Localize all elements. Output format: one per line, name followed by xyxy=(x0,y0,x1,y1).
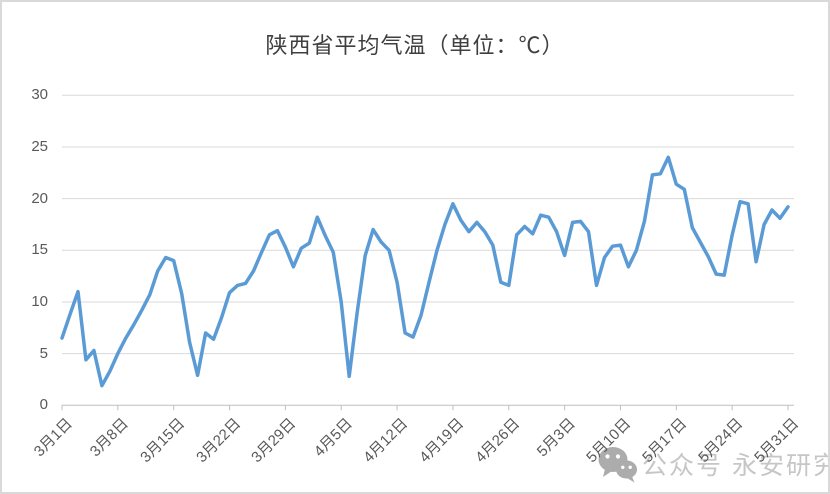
y-tick-label: 15 xyxy=(31,241,48,259)
y-tick-label: 25 xyxy=(31,137,48,155)
chart-title: 陕西省平均气温（单位：℃） xyxy=(265,33,565,58)
y-tick-label: 5 xyxy=(39,344,48,362)
wechat-icon xyxy=(598,447,637,483)
temperature-series-line xyxy=(60,155,790,388)
watermark: 公众号 永安研究 xyxy=(596,444,830,484)
y-tick-label: 0 xyxy=(39,396,48,414)
y-tick-label: 20 xyxy=(31,189,48,207)
y-tick-label: 10 xyxy=(31,292,48,310)
watermark-text: 公众号 永安研究 xyxy=(642,452,830,480)
y-tick-label: 30 xyxy=(31,86,48,104)
